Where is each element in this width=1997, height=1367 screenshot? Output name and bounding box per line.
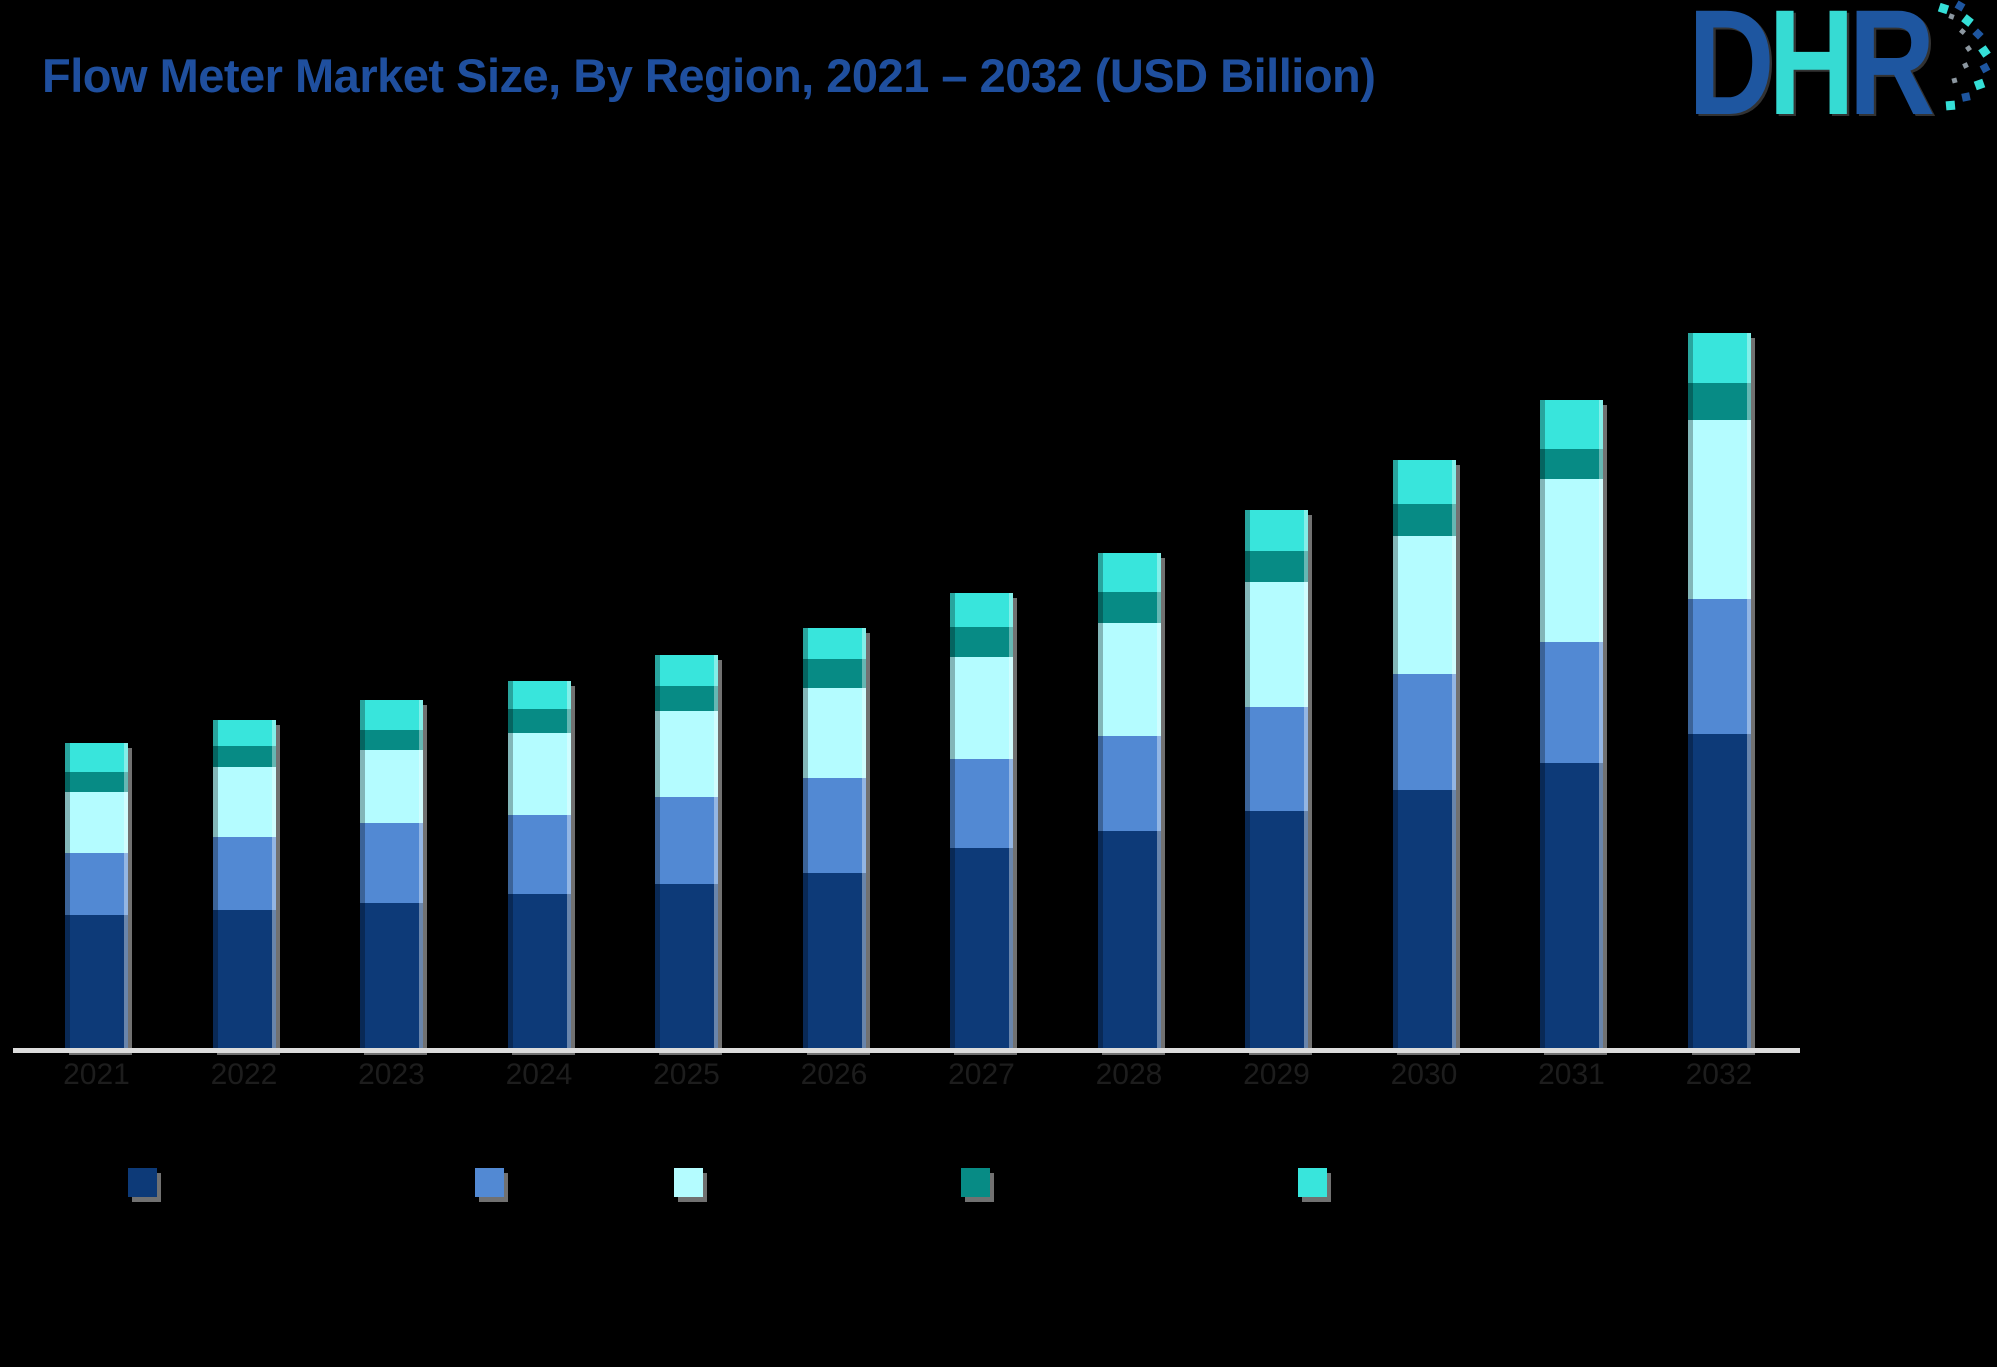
- bar-2028: [1097, 553, 1161, 1050]
- page-title: Flow Meter Market Size, By Region, 2021 …: [42, 49, 1376, 102]
- bar-2029-segment-1: [1245, 707, 1308, 811]
- legend-swatch-2: [674, 1168, 703, 1197]
- x-axis-label-2028: 2028: [1095, 1058, 1163, 1091]
- bar-2030: [1392, 460, 1456, 1050]
- bar-2021-segment-4: [65, 743, 128, 772]
- bar-2023-segment-0: [360, 903, 423, 1050]
- bar-2025-segment-2: [655, 711, 718, 797]
- bar-2030-segment-2: [1392, 536, 1456, 674]
- bar-2026-segment-3: [802, 659, 866, 688]
- bar-2031: [1540, 400, 1603, 1050]
- x-axis-label-2024: 2024: [505, 1058, 573, 1091]
- bar-2023: [360, 700, 423, 1050]
- bar-2021-segment-1: [65, 853, 128, 915]
- legend-swatch-3: [961, 1168, 990, 1197]
- legend-swatch-4: [1298, 1168, 1327, 1197]
- bar-2024-segment-2: [507, 733, 571, 815]
- bar-2026-segment-2: [802, 688, 866, 778]
- bar-2027-segment-1: [950, 759, 1013, 848]
- bar-2031-segment-1: [1540, 642, 1603, 763]
- bar-2032-segment-4: [1687, 333, 1751, 383]
- bar-2029-segment-2: [1245, 582, 1308, 707]
- bar-2029-segment-0: [1245, 811, 1308, 1050]
- x-axis-line: [13, 1048, 1800, 1053]
- bar-2025: [655, 655, 718, 1050]
- legend-swatch-1: [475, 1168, 504, 1197]
- x-axis-label-2022: 2022: [210, 1058, 278, 1091]
- bar-2029-segment-4: [1245, 510, 1308, 551]
- bar-2031-segment-3: [1540, 449, 1603, 479]
- x-axis-label-2027: 2027: [948, 1058, 1015, 1091]
- bar-2026-segment-0: [802, 873, 866, 1050]
- logo-letter-d: D: [1688, 0, 1775, 146]
- bar-2028-segment-1: [1097, 736, 1161, 831]
- logo-letter-h: H: [1768, 0, 1855, 146]
- bar-2028-segment-2: [1097, 623, 1161, 736]
- bar-2023-segment-4: [360, 700, 423, 730]
- bar-2032-segment-3: [1687, 383, 1751, 420]
- x-axis-label-2031: 2031: [1538, 1058, 1605, 1091]
- bar-2025-segment-1: [655, 797, 718, 884]
- bar-2028-segment-3: [1097, 592, 1161, 623]
- bar-2030-segment-1: [1392, 674, 1456, 790]
- bar-2027-segment-4: [950, 593, 1013, 627]
- bar-2023-segment-3: [360, 730, 423, 750]
- bar-2029-segment-3: [1245, 551, 1308, 582]
- legend-swatch-0: [128, 1168, 157, 1197]
- bar-2032: [1687, 333, 1751, 1050]
- bar-2024-segment-3: [507, 709, 571, 733]
- x-axis-label-2026: 2026: [800, 1058, 868, 1091]
- bar-2024-segment-4: [507, 681, 571, 709]
- bar-2023-segment-1: [360, 823, 423, 903]
- bar-2026: [802, 628, 866, 1050]
- bar-2022-segment-2: [212, 767, 276, 837]
- bar-2024-segment-1: [507, 815, 571, 894]
- bar-2022-segment-0: [212, 910, 276, 1050]
- bar-2028-segment-0: [1097, 831, 1161, 1050]
- bar-2027-segment-3: [950, 627, 1013, 657]
- bar-2021: [65, 743, 128, 1050]
- bar-2026-segment-1: [802, 778, 866, 873]
- bar-2032-segment-2: [1687, 420, 1751, 599]
- x-axis-label-2032: 2032: [1685, 1058, 1753, 1091]
- bar-2028-segment-4: [1097, 553, 1161, 592]
- x-axis-label-2023: 2023: [358, 1058, 425, 1091]
- bar-2024-segment-0: [507, 894, 571, 1050]
- bar-2022-segment-3: [212, 746, 276, 767]
- bar-2023-segment-2: [360, 750, 423, 823]
- bar-2025-segment-3: [655, 686, 718, 711]
- bar-2031-segment-2: [1540, 479, 1603, 642]
- dhr-logo-letters: DHR: [1688, 0, 1935, 137]
- bar-2026-segment-4: [802, 628, 866, 659]
- bar-2022-segment-1: [212, 837, 276, 910]
- bar-2027-segment-0: [950, 848, 1013, 1050]
- bar-2027: [950, 593, 1013, 1050]
- bar-2025-segment-0: [655, 884, 718, 1050]
- bar-2027-segment-2: [950, 657, 1013, 759]
- dhr-logo: DHR: [1688, 0, 1988, 137]
- bar-2031-segment-4: [1540, 400, 1603, 449]
- bar-2032-segment-1: [1687, 599, 1751, 734]
- bar-2022-segment-4: [212, 720, 276, 746]
- x-axis-label-2021: 2021: [63, 1058, 130, 1091]
- bar-2030-segment-3: [1392, 504, 1456, 536]
- bar-2029: [1245, 510, 1308, 1050]
- bar-2030-segment-4: [1392, 460, 1456, 504]
- bar-2030-segment-0: [1392, 790, 1456, 1050]
- bar-2025-segment-4: [655, 655, 718, 686]
- bar-2032-segment-0: [1687, 734, 1751, 1050]
- x-axis-label-2025: 2025: [653, 1058, 720, 1091]
- logo-letter-r: R: [1848, 0, 1936, 146]
- bar-2021-segment-0: [65, 915, 128, 1050]
- bar-2031-segment-0: [1540, 763, 1603, 1050]
- x-axis-label-2030: 2030: [1390, 1058, 1458, 1091]
- x-axis-label-2029: 2029: [1243, 1058, 1310, 1091]
- bar-2022: [212, 720, 276, 1050]
- bar-2021-segment-2: [65, 792, 128, 853]
- bar-2021-segment-3: [65, 772, 128, 792]
- bar-2024: [507, 681, 571, 1050]
